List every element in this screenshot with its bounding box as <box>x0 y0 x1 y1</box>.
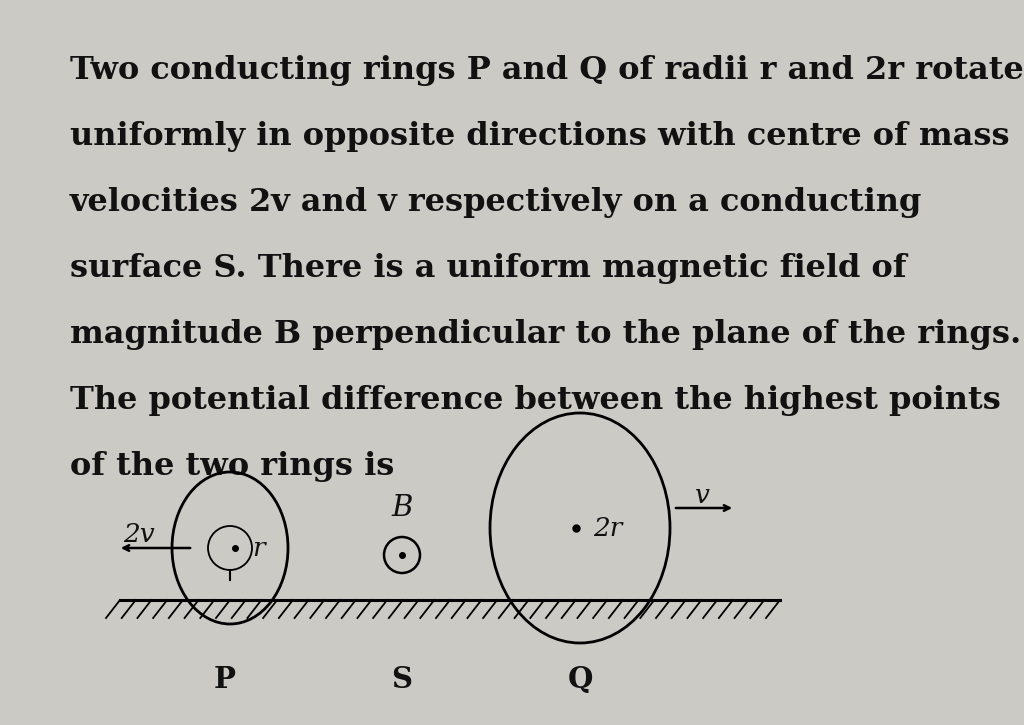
Text: r: r <box>252 536 264 560</box>
Text: Q: Q <box>567 665 593 694</box>
Text: Two conducting rings P and Q of radii r and 2r rotate: Two conducting rings P and Q of radii r … <box>70 55 1024 86</box>
Text: 2r: 2r <box>593 515 623 541</box>
Text: B: B <box>391 494 413 522</box>
Text: of the two rings is: of the two rings is <box>70 451 394 482</box>
Text: S: S <box>391 665 413 694</box>
Text: The potential difference between the highest points: The potential difference between the hig… <box>70 385 1000 416</box>
Text: magnitude B perpendicular to the plane of the rings.: magnitude B perpendicular to the plane o… <box>70 319 1021 350</box>
Text: v: v <box>695 483 710 507</box>
Text: velocities 2v and v respectively on a conducting: velocities 2v and v respectively on a co… <box>70 187 923 218</box>
Text: P: P <box>214 665 236 694</box>
Text: uniformly in opposite directions with centre of mass: uniformly in opposite directions with ce… <box>70 121 1010 152</box>
Text: 2v: 2v <box>123 523 155 547</box>
Text: surface S. There is a uniform magnetic field of: surface S. There is a uniform magnetic f… <box>70 253 906 284</box>
